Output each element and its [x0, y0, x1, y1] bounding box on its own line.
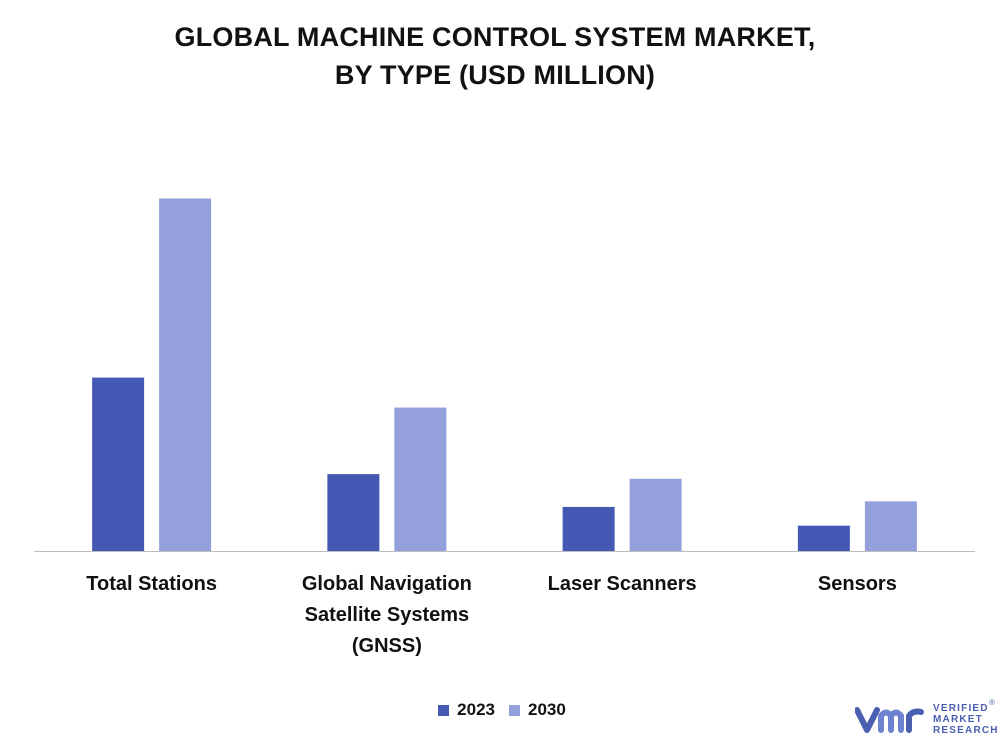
- legend-item-2023: 2023: [438, 700, 495, 720]
- bar-2023-2: [562, 506, 615, 551]
- category-label-3-line-0: Sensors: [817, 573, 897, 595]
- category-label-0-line-0: Total Stations: [86, 573, 217, 595]
- category-label-1-line-2: (GNSS): [351, 635, 422, 657]
- bar-2023-3: [797, 525, 850, 551]
- category-label-3: Sensors: [742, 569, 972, 600]
- bar-2023-0: [92, 377, 145, 551]
- category-label-2: Laser Scanners: [507, 569, 737, 600]
- bar-2030-2: [629, 478, 682, 551]
- logo-line-3: RESEARCH: [933, 724, 999, 736]
- vmr-logo-icon: [855, 707, 924, 733]
- chart-title-line-2: BY TYPE (USD MILLION): [334, 60, 656, 90]
- category-label-0: Total Stations: [37, 569, 267, 600]
- bar-2030-0: [159, 198, 212, 551]
- logo-line-2: MARKET: [933, 713, 983, 725]
- chart-title-line-1: GLOBAL MACHINE CONTROL SYSTEM MARKET,: [174, 22, 816, 52]
- legend-label-2030: 2030: [528, 700, 566, 719]
- bar-2023-1: [327, 474, 380, 551]
- registered-mark: ®: [989, 698, 995, 707]
- verified-market-research-logo: VERIFIED MARKET RESEARCH ®: [855, 698, 1000, 740]
- category-label-2-line-0: Laser Scanners: [547, 573, 697, 595]
- legend-swatch-2030: [509, 704, 520, 716]
- logo-line-1: VERIFIED: [933, 702, 989, 714]
- logo-text: VERIFIED MARKET RESEARCH: [933, 703, 999, 736]
- legend-label-2023: 2023: [457, 700, 495, 719]
- legend-swatch-2023: [438, 704, 450, 716]
- legend: 2023 2030: [0, 700, 1004, 720]
- category-label-1-line-0: Global Navigation: [301, 573, 472, 595]
- legend-item-2030: 2030: [509, 700, 566, 720]
- bar-2030-1: [394, 407, 447, 551]
- category-label-1-line-1: Satellite Systems: [304, 604, 470, 626]
- chart-title: GLOBAL MACHINE CONTROL SYSTEM MARKET, BY…: [0, 18, 990, 94]
- bar-2030-3: [864, 501, 917, 551]
- category-label-1: Global Navigation Satellite Systems (GNSS): [272, 569, 502, 662]
